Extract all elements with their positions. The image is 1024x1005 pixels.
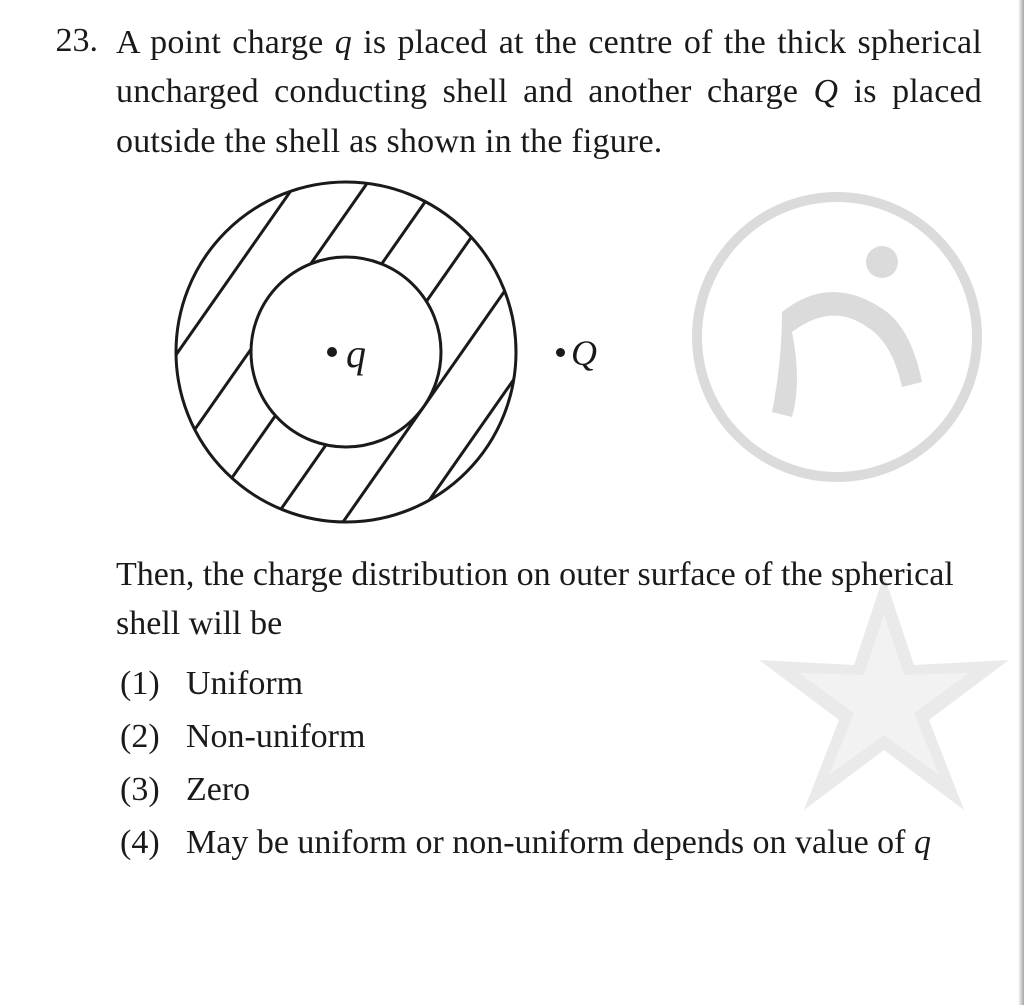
option-text: Non-uniform — [186, 711, 365, 764]
variable-Q: Q — [814, 73, 839, 110]
option-marker: (4) — [120, 817, 174, 870]
external-charge-dot-icon — [556, 348, 565, 357]
center-charge-label: q — [346, 331, 366, 376]
page: 23. A point charge q is placed at the ce… — [0, 0, 1024, 1005]
option-text: Zero — [186, 764, 250, 817]
external-charge-label: Q — [571, 332, 597, 374]
option-marker: (1) — [120, 658, 174, 711]
option-marker: (2) — [120, 711, 174, 764]
page-edge-shadow — [1018, 0, 1024, 1005]
question-number: 23. — [42, 18, 98, 64]
watermark-logo-icon — [714, 545, 1024, 885]
question-stem: A point charge q is placed at the centre… — [116, 18, 982, 166]
external-charge: Q — [556, 332, 597, 374]
stem-part-1: A point charge — [116, 24, 335, 61]
figure: q Q — [116, 172, 982, 542]
option-text: Uniform — [186, 658, 303, 711]
watermark-stamp-icon — [682, 182, 992, 492]
spherical-shell-diagram: q — [156, 172, 536, 532]
variable-q: q — [335, 24, 352, 61]
option-marker: (3) — [120, 764, 174, 817]
